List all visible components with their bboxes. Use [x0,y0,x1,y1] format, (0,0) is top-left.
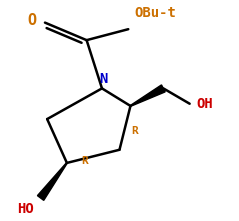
Text: R: R [131,126,138,136]
Text: HO: HO [17,202,34,216]
Text: OH: OH [196,97,213,111]
Polygon shape [130,85,165,106]
Polygon shape [38,163,67,200]
Text: N: N [99,72,107,86]
Text: OBu-t: OBu-t [135,6,177,20]
Text: R: R [81,156,88,166]
Text: O: O [27,13,36,28]
